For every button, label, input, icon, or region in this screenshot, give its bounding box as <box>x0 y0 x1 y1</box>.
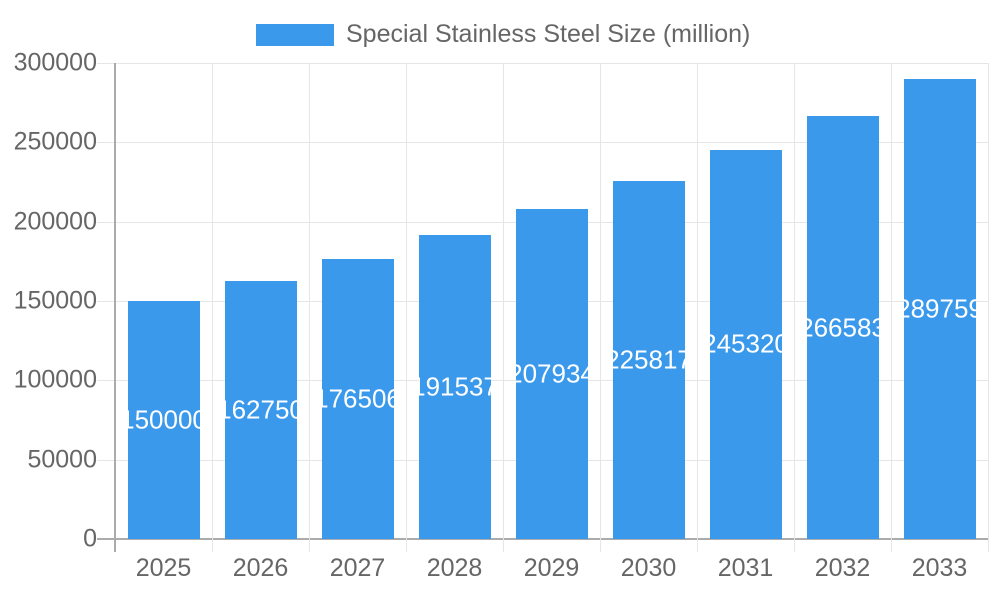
v-gridline <box>309 63 310 552</box>
x-axis-tick-label: 2026 <box>232 554 289 582</box>
y-axis-line <box>114 63 116 552</box>
bar-2032[interactable]: 266583 <box>806 116 879 539</box>
h-gridline <box>97 63 988 64</box>
bar-value-label: 162750 <box>225 394 297 425</box>
h-gridline <box>97 142 988 144</box>
y-axis-tick-label: 0 <box>83 524 97 553</box>
x-axis-tick-label: 2032 <box>814 554 871 582</box>
x-axis-tick-label: 2029 <box>523 554 580 582</box>
bar-2026[interactable]: 162750 <box>224 280 297 539</box>
bar-2030[interactable]: 225817 <box>612 180 685 539</box>
x-axis-tick-label: 2033 <box>911 554 968 582</box>
y-axis-tick-label: 150000 <box>13 286 97 315</box>
bar-2029[interactable]: 207934 <box>515 209 588 539</box>
bar-value-label: 150000 <box>128 404 200 435</box>
bar-2033[interactable]: 289759 <box>903 79 976 539</box>
v-gridline <box>891 63 892 552</box>
bar-value-label: 191537 <box>419 371 491 402</box>
v-gridline <box>503 63 504 552</box>
x-axis-tick-label: 2028 <box>426 554 483 582</box>
y-axis-tick-label: 300000 <box>13 48 97 77</box>
legend-swatch <box>256 23 334 46</box>
x-axis-tick-label: 2025 <box>135 554 192 582</box>
plot-area: 150000 162750 176506 191537 207934 225817 2453… <box>97 63 989 552</box>
x-axis-tick-label: 2027 <box>329 554 386 582</box>
y-axis-tick-label: 250000 <box>13 127 97 156</box>
bar-value-label: 225817 <box>613 344 685 375</box>
bar-value-label: 176506 <box>322 383 394 414</box>
v-gridline <box>988 63 989 552</box>
y-axis-tick-label: 100000 <box>13 365 97 394</box>
y-axis-tick-label: 200000 <box>13 207 97 236</box>
x-axis-tick-label: 2030 <box>620 554 677 582</box>
v-gridline <box>697 63 698 552</box>
x-axis-tick-label: 2031 <box>717 554 774 582</box>
v-gridline <box>212 63 213 552</box>
y-axis-tick-label: 50000 <box>27 445 97 474</box>
x-axis-line <box>97 538 988 540</box>
v-gridline <box>794 63 795 552</box>
v-gridline <box>406 63 407 552</box>
bar-2025[interactable]: 150000 <box>127 301 200 539</box>
bar-2031[interactable]: 245320 <box>709 149 782 539</box>
bar-2028[interactable]: 191537 <box>418 235 491 539</box>
bar-value-label: 289759 <box>904 293 976 324</box>
legend-item[interactable]: Special Stainless Steel Size (million) <box>256 20 750 49</box>
bar-value-label: 207934 <box>516 358 588 389</box>
bar-2027[interactable]: 176506 <box>321 258 394 539</box>
bar-value-label: 266583 <box>807 312 879 343</box>
v-gridline <box>600 63 601 552</box>
legend-label: Special Stainless Steel Size (million) <box>346 20 751 48</box>
bar-value-label: 245320 <box>710 328 782 359</box>
